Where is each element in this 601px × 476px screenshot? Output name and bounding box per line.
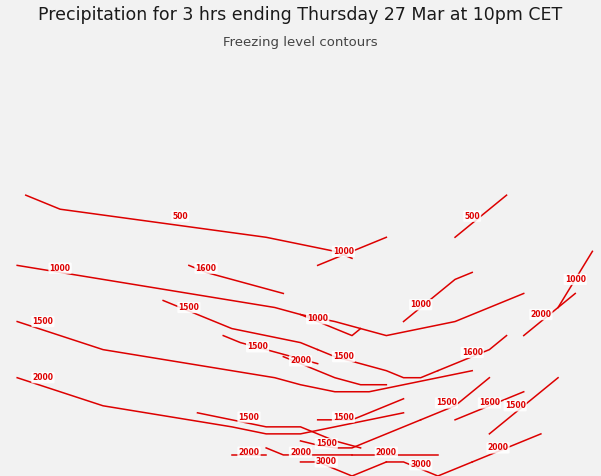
Text: 2000: 2000 (487, 444, 508, 452)
Text: 1500: 1500 (32, 317, 53, 326)
Text: 2000: 2000 (376, 447, 397, 456)
Text: 500: 500 (465, 212, 480, 221)
Text: 1000: 1000 (565, 275, 586, 284)
Text: 1600: 1600 (195, 264, 216, 273)
Text: 2000: 2000 (239, 447, 260, 456)
Text: 2000: 2000 (531, 310, 551, 319)
Text: 1600: 1600 (462, 348, 483, 357)
Text: 2000: 2000 (290, 357, 311, 366)
Text: 1500: 1500 (333, 352, 354, 361)
Text: 1000: 1000 (410, 300, 431, 309)
Text: 1000: 1000 (307, 314, 328, 323)
Text: 1500: 1500 (333, 413, 354, 422)
Text: 1000: 1000 (333, 247, 354, 256)
Text: 1500: 1500 (239, 413, 260, 422)
Text: 1500: 1500 (436, 398, 457, 407)
Text: 3000: 3000 (316, 457, 337, 466)
Text: 1600: 1600 (479, 398, 500, 407)
Text: 1500: 1500 (247, 342, 268, 351)
Text: 1500: 1500 (316, 439, 337, 448)
Text: Precipitation for 3 hrs ending Thursday 27 Mar at 10pm CET: Precipitation for 3 hrs ending Thursday … (38, 6, 563, 24)
Text: 1500: 1500 (178, 303, 200, 312)
Text: 500: 500 (172, 212, 188, 221)
Text: 2000: 2000 (290, 447, 311, 456)
Text: 1000: 1000 (50, 264, 70, 273)
Text: 1500: 1500 (505, 401, 526, 410)
Text: 3000: 3000 (410, 460, 431, 469)
Text: Freezing level contours: Freezing level contours (223, 36, 378, 49)
Text: 2000: 2000 (32, 373, 53, 382)
